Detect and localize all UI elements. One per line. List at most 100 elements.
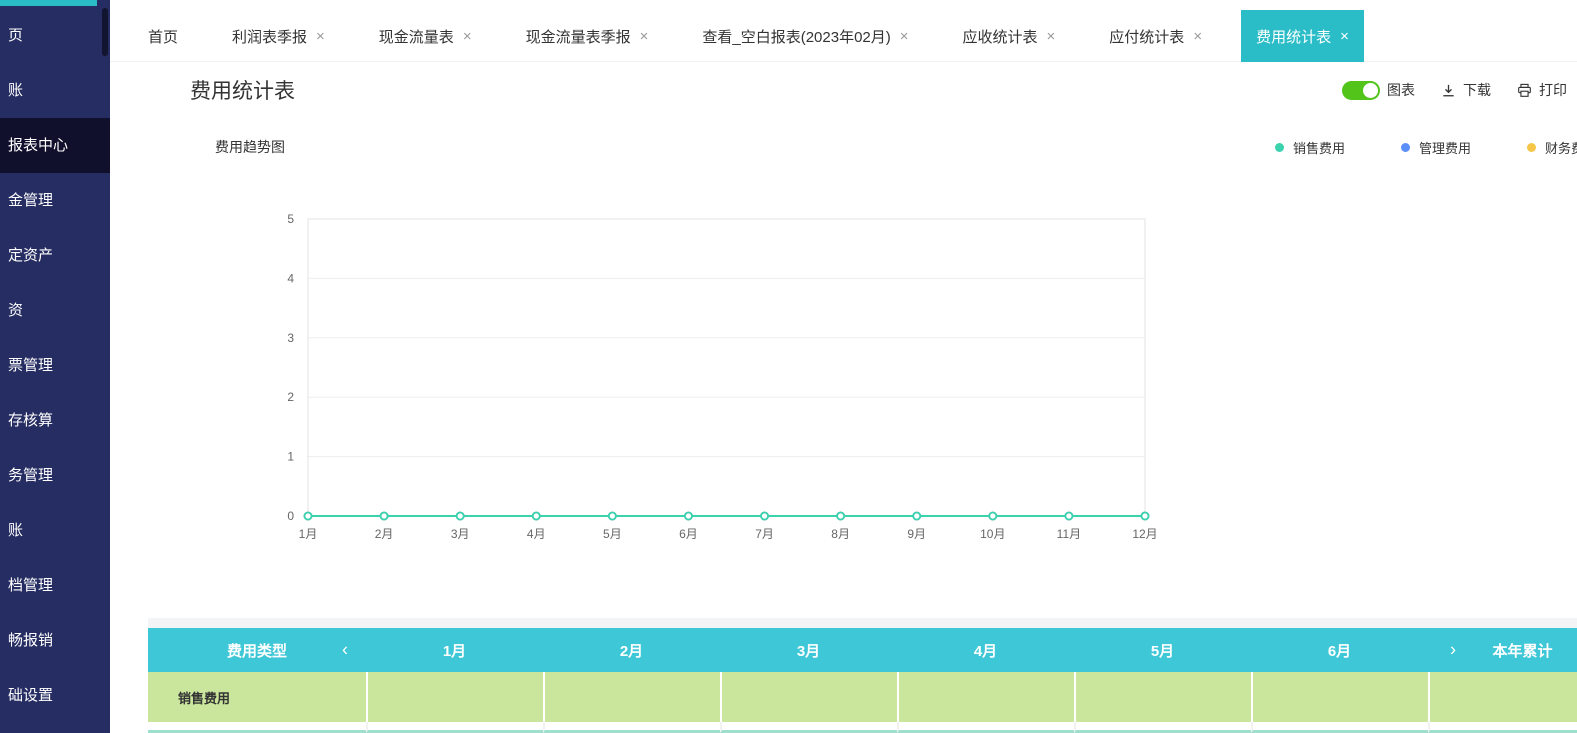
sidebar-item[interactable]: 档管理 <box>8 577 54 594</box>
partial-row-cell <box>1428 722 1577 733</box>
legend-item[interactable]: 管理费用 <box>1400 138 1471 157</box>
sidebar-item[interactable]: 报表中心 <box>0 118 110 173</box>
sidebar-item[interactable]: 存核算 <box>8 412 54 429</box>
tab-label: 首页 <box>148 28 179 46</box>
row-month-cell <box>366 672 543 722</box>
svg-text:11月: 11月 <box>1057 527 1081 541</box>
tab-close-icon[interactable]: × <box>639 27 649 45</box>
toggle-knob <box>1363 82 1378 98</box>
chart-legend: 销售费用 管理费用 财务费用 <box>1274 138 1577 157</box>
table-row[interactable]: 销售费用 <box>148 672 1577 722</box>
main-area: 首页 利润表季报 × 现金流量表 × 现金流量表季报 × 查看_空白报表(2023年02月) ×… <box>110 0 1577 733</box>
row-name-cell: 销售费用 <box>178 690 231 706</box>
row-month-cell <box>720 672 897 722</box>
tab[interactable]: 现金流量表季报 × <box>511 10 664 62</box>
tab[interactable]: 查看_空白报表(2023年02月) × <box>687 10 923 62</box>
tab[interactable]: 利润表季报 × <box>217 10 340 62</box>
row-month-cell <box>1251 672 1428 722</box>
svg-text:5月: 5月 <box>603 527 622 541</box>
tab-label: 现金流量表季报 <box>525 28 631 46</box>
tab-close-icon[interactable]: × <box>1340 27 1349 45</box>
tab-close-icon[interactable]: × <box>316 27 325 45</box>
partial-row-cell <box>366 722 543 733</box>
partial-row-cell <box>543 722 720 733</box>
tab-close-icon[interactable]: × <box>899 27 909 45</box>
legend-item[interactable]: 销售费用 <box>1274 138 1345 157</box>
legend-item[interactable]: 财务费用 <box>1526 138 1577 157</box>
table-header-row: 费用类型 ‹ 1月 2月 3月 4月 5月 6月 › 本年累计 <box>148 628 1577 672</box>
sidebar-item[interactable]: 础设置 <box>8 687 54 704</box>
sidebar-scrollbar-thumb[interactable] <box>102 8 108 56</box>
table-header-month: 5月 <box>1150 642 1175 660</box>
chart-title: 费用趋势图 <box>215 139 285 155</box>
sidebar-item[interactable]: 账 <box>8 82 24 99</box>
download-icon <box>1443 84 1454 96</box>
legend-label: 管理费用 <box>1418 140 1471 156</box>
row-month-cell <box>897 672 1074 722</box>
tab[interactable]: 应付统计表 × <box>1094 10 1217 62</box>
sidebar-item[interactable]: 资 <box>8 302 24 319</box>
table-header-total: › 本年累计 <box>1428 640 1577 661</box>
table-partial-row <box>148 722 1577 733</box>
tab-close-icon[interactable]: × <box>462 27 472 45</box>
legend-label: 销售费用 <box>1292 140 1345 156</box>
table-header-month: 3月 <box>796 642 821 660</box>
sidebar-menu: 页账报表中心 金管理 定资产资票管理 存核算 务管理账档管理 畅报销 础设置 <box>0 8 110 723</box>
tab-close-icon[interactable]: × <box>1193 27 1203 45</box>
chart-view-toggle[interactable] <box>1342 80 1380 100</box>
svg-text:12月: 12月 <box>1132 527 1157 541</box>
sidebar-item[interactable]: 页 <box>8 27 24 44</box>
toggle-label: 图表 <box>1387 82 1415 98</box>
tab-label: 查看_空白报表(2023年02月) <box>702 28 891 46</box>
table-header-type: 费用类型 ‹ <box>148 640 366 661</box>
svg-text:6月: 6月 <box>679 527 698 541</box>
tab-label: 应收统计表 <box>962 28 1038 46</box>
expense-table: 费用类型 ‹ 1月 2月 3月 4月 5月 6月 › 本年累计 销售费用 <box>148 628 1577 733</box>
download-button[interactable]: 下载 <box>1441 80 1491 100</box>
next-months-arrow[interactable]: › <box>1450 639 1456 660</box>
svg-text:10月: 10月 <box>980 527 1005 541</box>
tab[interactable]: 应收统计表 × <box>948 10 1071 62</box>
sidebar: 页账报表中心 金管理 定资产资票管理 存核算 务管理账档管理 畅报销 础设置 <box>0 0 110 733</box>
sidebar-item[interactable]: 金管理 <box>8 192 54 209</box>
partial-row-cell <box>897 722 1074 733</box>
tab-label: 费用统计表 <box>1256 28 1332 46</box>
chart-card: 费用趋势图 销售费用 管理费用 财务费用 0 1 2 3 4 5 1月 2月 3月 4月 5月 6月 7月 8… <box>148 122 1577 618</box>
row-month-cell <box>543 672 720 722</box>
sidebar-item[interactable]: 账 <box>8 522 24 539</box>
tab[interactable]: 费用统计表 × <box>1241 10 1364 62</box>
legend-dot <box>1274 142 1284 152</box>
svg-text:9月: 9月 <box>907 527 926 541</box>
legend-dot <box>1400 142 1410 152</box>
tab[interactable]: 首页 <box>133 10 193 62</box>
partial-row-cell <box>720 722 897 733</box>
sidebar-item[interactable]: 定资产 <box>8 247 54 264</box>
header-controls: 图表 下载 打印 <box>1342 80 1567 100</box>
tab[interactable]: 现金流量表 × <box>364 10 487 62</box>
page-title: 费用统计表 <box>190 80 295 103</box>
table-header-month: 4月 <box>973 642 998 660</box>
svg-text:3: 3 <box>287 331 294 345</box>
svg-text:4月: 4月 <box>527 527 546 541</box>
download-label: 下载 <box>1463 82 1491 98</box>
print-icon <box>1518 83 1531 97</box>
tab-label: 应付统计表 <box>1109 28 1185 46</box>
table-header-month: 1月 <box>442 642 467 660</box>
sidebar-item[interactable]: 务管理 <box>8 467 54 484</box>
svg-text:2月: 2月 <box>375 527 394 541</box>
svg-text:8月: 8月 <box>831 527 850 541</box>
partial-row-cell <box>1074 722 1251 733</box>
sidebar-item[interactable]: 票管理 <box>8 357 54 374</box>
table-header-type-label: 费用类型 <box>226 642 287 660</box>
print-button[interactable]: 打印 <box>1517 80 1567 100</box>
trend-chart-svg: 0 1 2 3 4 5 1月 2月 3月 4月 5月 6月 7月 8月 9月 10月 11月 12月 <box>287 212 1157 541</box>
prev-months-arrow[interactable]: ‹ <box>342 639 348 660</box>
content-gap <box>148 618 1577 628</box>
row-month-cell <box>1074 672 1251 722</box>
tab-label: 利润表季报 <box>232 28 308 46</box>
print-label: 打印 <box>1539 82 1567 98</box>
sidebar-item[interactable]: 畅报销 <box>8 632 54 649</box>
tab-close-icon[interactable]: × <box>1046 27 1056 45</box>
table-header-month: 2月 <box>619 642 644 660</box>
svg-text:5: 5 <box>287 212 294 226</box>
